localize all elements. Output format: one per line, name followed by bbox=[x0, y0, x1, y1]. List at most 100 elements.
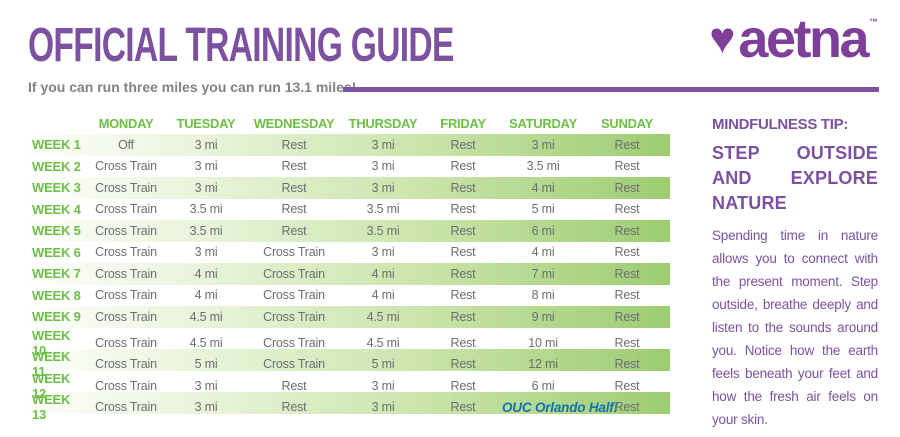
schedule-cell: Rest bbox=[450, 400, 476, 414]
schedule-cell: 3 mi bbox=[194, 159, 218, 174]
schedule-week-row: WEEK 2 Cross Train 3 mi Rest 3 mi Rest 3.5 mi R… bbox=[30, 156, 670, 178]
schedule-cell: 4.5 mi bbox=[366, 309, 400, 324]
schedule-cell: Cross Train bbox=[263, 266, 325, 281]
schedule-week-row: WEEK 6 Cross Train 3 mi Cross Train 3 mi Rest… bbox=[30, 242, 670, 264]
schedule-cell: Rest bbox=[614, 137, 640, 152]
schedule-cell: 3 mi bbox=[194, 378, 218, 393]
schedule-cell: 3.5 mi bbox=[189, 223, 223, 238]
schedule-cell: Rest bbox=[450, 357, 476, 371]
schedule-cell: Cross Train bbox=[95, 309, 157, 324]
schedule-cell: Rest bbox=[450, 137, 476, 152]
page-title: OFFICIAL TRAINING GUIDE bbox=[28, 19, 454, 72]
schedule-cell: Cross Train bbox=[95, 400, 157, 414]
schedule-week-row: WEEK 7 Cross Train 4 mi Cross Train 4 mi Rest… bbox=[30, 263, 670, 285]
week-label: WEEK 12 bbox=[32, 370, 71, 401]
schedule-week-row: WEEK 8 Cross Train 4 mi Cross Train 4 mi Rest… bbox=[30, 285, 670, 307]
schedule-week-row: WEEK 5 Cross Train 3.5 mi Rest 3.5 mi Rest 6 m… bbox=[30, 220, 670, 242]
schedule-cell: 4.5 mi bbox=[189, 309, 223, 324]
schedule-cell: Rest bbox=[450, 202, 476, 217]
schedule-week-row: WEEK 10 Cross Train 4.5 mi Cross Train 4.5 m… bbox=[30, 328, 670, 358]
schedule-cell: Rest bbox=[614, 245, 640, 260]
schedule-cell: 4 mi bbox=[531, 180, 555, 195]
schedule-week-row: WEEK 9 Cross Train 4.5 mi Cross Train 4.5 mi… bbox=[30, 306, 670, 328]
day-header-thursday: THURSDAY bbox=[348, 115, 418, 131]
schedule-cell: Rest bbox=[450, 223, 476, 238]
schedule-header-row: MONDAY TUESDAY WEDNESDAY THURSDAY FRIDAY… bbox=[30, 112, 670, 134]
schedule-cell: 4 mi bbox=[371, 266, 395, 281]
schedule-cell: Rest bbox=[281, 378, 307, 393]
schedule-cell: Cross Train bbox=[95, 223, 157, 238]
schedule-cell: Rest bbox=[450, 245, 476, 260]
schedule-cell: 3 mi bbox=[194, 400, 218, 414]
schedule-cell: Cross Train bbox=[95, 159, 157, 174]
schedule-cell: Cross Train bbox=[95, 288, 157, 303]
week-label: WEEK 2 bbox=[32, 158, 81, 174]
schedule-cell: Rest bbox=[614, 159, 640, 174]
schedule-cell: 4.5 mi bbox=[189, 335, 223, 350]
day-header-saturday: SATURDAY bbox=[509, 115, 577, 131]
schedule-cell: Cross Train bbox=[263, 335, 325, 350]
schedule-cell: Rest bbox=[614, 180, 640, 195]
day-header-wednesday: WEDNESDAY bbox=[253, 115, 335, 131]
schedule-cell: Rest bbox=[614, 378, 640, 393]
schedule-cell: 8 mi bbox=[531, 288, 555, 303]
tip-body: Spending time in nature allows you to co… bbox=[712, 228, 878, 427]
schedule-week-row: WEEK 13 Cross Train 3 mi Rest 3 mi Rest OUC Or… bbox=[30, 392, 670, 422]
schedule-cell: Rest bbox=[450, 288, 476, 303]
schedule-cell: Rest bbox=[281, 180, 307, 195]
week-label: WEEK 4 bbox=[32, 201, 81, 217]
schedule-week-row: WEEK 1 Off 3 mi Rest 3 mi Rest 3 mi Rest bbox=[30, 134, 670, 156]
schedule-cell: 4 mi bbox=[194, 266, 218, 281]
schedule-cell: Rest bbox=[614, 223, 640, 238]
schedule-cell: Rest bbox=[450, 180, 476, 195]
schedule-cell: Cross Train bbox=[95, 266, 157, 281]
race-day-cell: OUC Orlando Half! bbox=[502, 399, 618, 415]
schedule-cell: Cross Train bbox=[263, 357, 325, 371]
week-label: WEEK 1 bbox=[32, 137, 81, 153]
schedule-cell: 3 mi bbox=[371, 159, 395, 174]
week-label: WEEK 10 bbox=[32, 327, 71, 358]
schedule-cell: 3 mi bbox=[371, 180, 395, 195]
schedule-cell: Rest bbox=[450, 309, 476, 324]
schedule-cell: Rest bbox=[450, 378, 476, 393]
day-header-tuesday: TUESDAY bbox=[176, 115, 236, 131]
schedule-week-row: WEEK 12 Cross Train 3 mi Rest 3 mi Rest 6 mi Re… bbox=[30, 371, 670, 401]
trademark-symbol: ™ bbox=[869, 17, 878, 27]
day-header-sunday: SUNDAY bbox=[601, 115, 653, 131]
schedule-cell: Rest bbox=[450, 335, 476, 350]
week-label: WEEK 3 bbox=[32, 180, 81, 196]
schedule-cell: 12 mi bbox=[528, 357, 558, 371]
divider-rule bbox=[343, 87, 879, 92]
schedule-cell: 5 mi bbox=[194, 357, 218, 371]
schedule-week-row: WEEK 11 Cross Train 5 mi Cross Train 5 mi Res… bbox=[30, 349, 670, 379]
schedule-cell: Rest bbox=[281, 159, 307, 174]
schedule-cell: Rest bbox=[281, 202, 307, 217]
schedule-cell: 3.5 mi bbox=[189, 202, 223, 217]
schedule-cell: 5 mi bbox=[371, 357, 395, 371]
schedule-cell: 6 mi bbox=[531, 223, 555, 238]
schedule-cell: Rest bbox=[450, 266, 476, 281]
schedule-cell: 4 mi bbox=[194, 288, 218, 303]
day-header-friday: FRIDAY bbox=[440, 115, 486, 131]
schedule-cell: 3 mi bbox=[371, 245, 395, 260]
schedule-cell: Rest bbox=[614, 335, 640, 350]
schedule-cell: Cross Train bbox=[95, 378, 157, 393]
schedule-cell: 3 mi bbox=[194, 180, 218, 195]
schedule-cell: 3 mi bbox=[371, 137, 395, 152]
schedule-cell: 3.5 mi bbox=[366, 223, 400, 238]
schedule-cell: Rest bbox=[614, 357, 640, 371]
schedule-cell: 9 mi bbox=[531, 309, 555, 324]
schedule-cell: 3 mi bbox=[194, 245, 218, 260]
mindfulness-sidebar: MINDFULNESS TIP: STEP OUTSIDE AND EXPLOR… bbox=[712, 116, 878, 431]
schedule-cell: Cross Train bbox=[263, 309, 325, 324]
schedule-cell: Cross Train bbox=[95, 202, 157, 217]
page-subtitle: If you can run three miles you can run 1… bbox=[28, 79, 357, 95]
schedule-week-row: WEEK 4 Cross Train 3.5 mi Rest 3.5 mi Rest 5 m… bbox=[30, 199, 670, 221]
schedule-cell: 3 mi bbox=[531, 137, 555, 152]
training-schedule-table: MONDAY TUESDAY WEDNESDAY THURSDAY FRIDAY… bbox=[30, 112, 670, 422]
schedule-cell: Cross Train bbox=[263, 288, 325, 303]
tip-label: MINDFULNESS TIP: bbox=[712, 116, 849, 133]
schedule-cell: Cross Train bbox=[95, 357, 157, 371]
schedule-cell: Off bbox=[118, 137, 134, 152]
